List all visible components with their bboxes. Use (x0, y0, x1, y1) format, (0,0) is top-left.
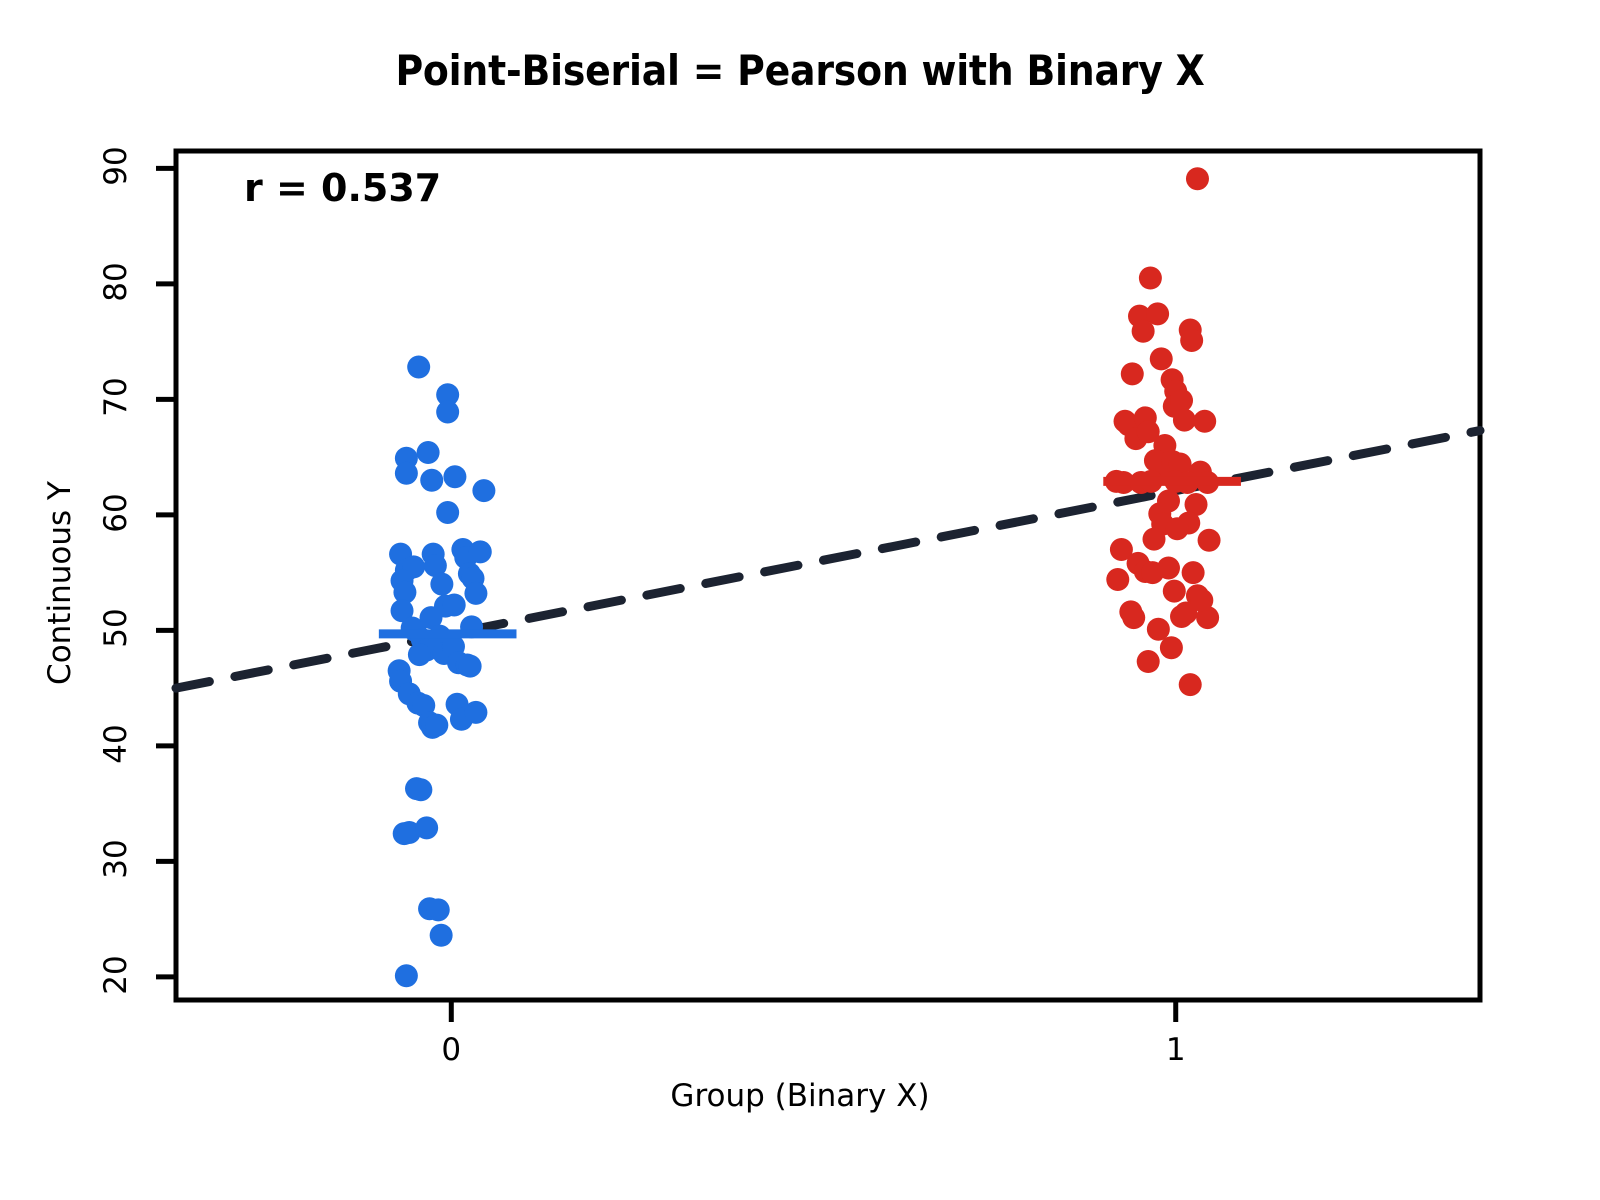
data-point (1170, 389, 1194, 412)
data-point (1174, 601, 1198, 625)
data-point (1165, 517, 1189, 541)
data-point (1122, 606, 1146, 630)
data-point (419, 606, 443, 630)
data-point (1181, 561, 1205, 585)
data-point (436, 400, 460, 424)
plot-frame (173, 148, 1483, 1003)
data-point (407, 355, 431, 379)
data-point (1120, 362, 1144, 386)
data-point (1180, 328, 1204, 352)
data-point (1149, 347, 1173, 371)
data-point (1136, 650, 1160, 674)
data-point (429, 923, 453, 947)
data-point (1193, 409, 1217, 433)
y-axis-title: Continuous Y (42, 481, 78, 685)
data-point (1197, 528, 1221, 552)
data-point (423, 554, 447, 578)
data-point (1162, 579, 1186, 603)
data-point (425, 713, 449, 737)
data-point (1136, 420, 1160, 444)
y-tick-label: 90 (98, 146, 134, 187)
data-point (415, 816, 439, 840)
data-point (468, 540, 492, 564)
data-point (464, 700, 488, 724)
y-tick-label: 60 (98, 493, 134, 533)
data-point (430, 572, 454, 596)
data-point (1146, 617, 1170, 641)
y-tick-label: 80 (98, 262, 134, 302)
data-point (426, 898, 450, 922)
scatter-group-0 (387, 355, 496, 988)
data-point (394, 461, 418, 485)
data-point (436, 383, 460, 407)
data-point (390, 599, 414, 623)
chart-title: Point-Biserial = Pearson with Binary X (395, 46, 1205, 95)
data-point (1159, 636, 1183, 660)
data-point (1184, 492, 1208, 516)
data-point (407, 643, 431, 667)
data-point (442, 593, 466, 617)
data-point (1196, 606, 1220, 630)
data-point (416, 440, 440, 464)
data-point (1106, 568, 1130, 592)
x-tick-label: 1 (1165, 1032, 1186, 1068)
data-point (1109, 538, 1133, 562)
data-point (1190, 588, 1214, 612)
data-point (1156, 556, 1180, 580)
y-tick-label: 50 (98, 608, 134, 649)
data-point (464, 581, 488, 605)
data-point (1185, 167, 1209, 191)
data-point (1142, 527, 1166, 551)
x-tick-label: 0 (441, 1032, 462, 1068)
y-tick-label: 20 (98, 955, 134, 995)
y-tick-label: 70 (98, 377, 134, 418)
data-point (443, 465, 467, 489)
data-point (412, 693, 436, 717)
data-point (1172, 408, 1196, 432)
data-point (409, 778, 433, 802)
y-tick-label: 40 (98, 724, 134, 764)
data-point (1168, 452, 1192, 476)
data-point (436, 501, 460, 525)
x-axis-title: Group (Binary X) (670, 1078, 930, 1114)
data-point (393, 580, 417, 604)
correlation-annotation: r = 0.537 (244, 166, 442, 210)
data-point (472, 479, 496, 503)
data-point (1138, 266, 1162, 290)
data-point (1146, 302, 1170, 326)
data-point (458, 654, 482, 678)
data-point (397, 821, 421, 845)
y-tick-label: 30 (98, 839, 134, 880)
data-point (420, 468, 444, 492)
data-point (1178, 673, 1202, 697)
data-point (394, 964, 418, 988)
regression-line (171, 426, 1485, 693)
scatter-group-1 (1104, 167, 1221, 697)
data-point (1131, 319, 1155, 343)
